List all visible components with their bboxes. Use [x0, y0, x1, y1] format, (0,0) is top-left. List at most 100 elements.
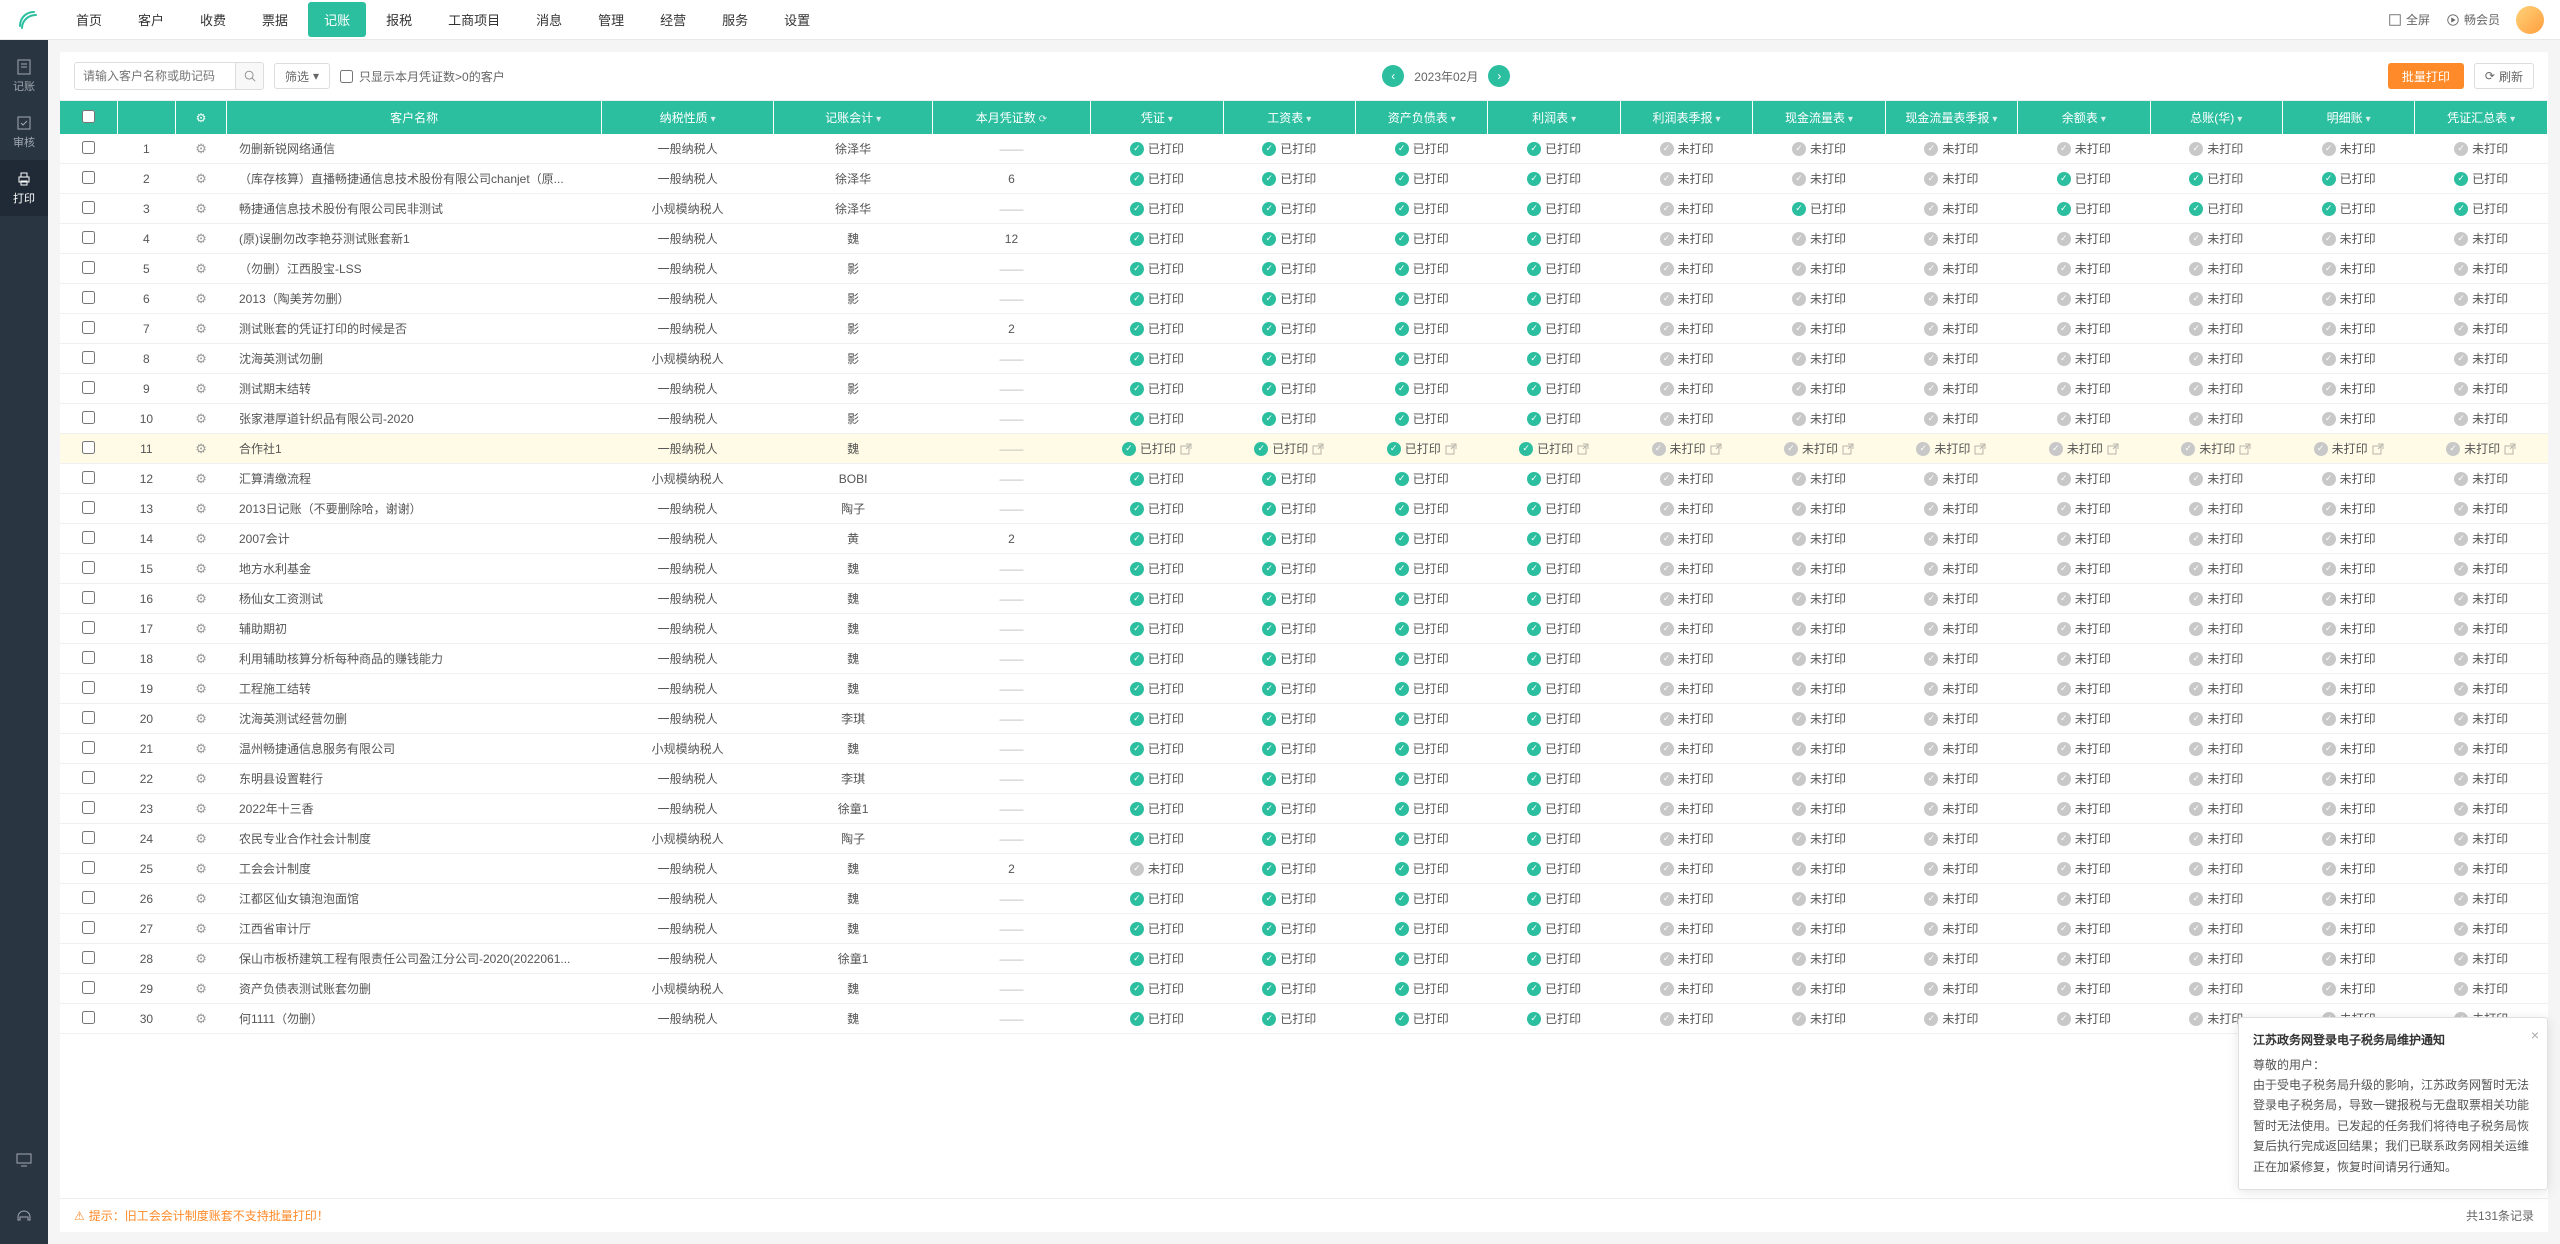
col-header-count[interactable]: 本月凭证数⟳	[932, 101, 1090, 134]
col-header-s9[interactable]: 明细账▾	[2282, 101, 2414, 134]
row-gear-icon[interactable]: ⚙	[195, 891, 207, 906]
row-status-0[interactable]: ✓已打印	[1091, 494, 1223, 524]
row-status-4[interactable]: ✓未打印	[1620, 914, 1752, 944]
row-status-7[interactable]: ✓已打印	[2018, 164, 2150, 194]
row-status-2[interactable]: ✓已打印	[1356, 704, 1488, 734]
row-status-6[interactable]: ✓未打印	[1885, 584, 2017, 614]
row-checkbox[interactable]	[82, 351, 95, 364]
row-status-2[interactable]: ✓已打印	[1356, 464, 1488, 494]
row-status-8[interactable]: ✓未打印	[2150, 884, 2282, 914]
row-status-4[interactable]: ✓未打印	[1620, 524, 1752, 554]
row-status-2[interactable]: ✓已打印	[1356, 254, 1488, 284]
row-status-0[interactable]: ✓已打印	[1091, 404, 1223, 434]
col-header-s1[interactable]: 工资表▾	[1223, 101, 1355, 134]
row-status-5[interactable]: ✓未打印	[1753, 464, 1885, 494]
row-status-9[interactable]: ✓未打印	[2282, 614, 2414, 644]
row-status-7[interactable]: ✓未打印	[2018, 314, 2150, 344]
row-gear-icon[interactable]: ⚙	[195, 861, 207, 876]
topnav-item-5[interactable]: 报税	[370, 2, 428, 37]
row-status-4[interactable]: ✓未打印	[1620, 464, 1752, 494]
member-button[interactable]: 畅会员	[2446, 11, 2500, 28]
row-status-6[interactable]: ✓未打印	[1885, 404, 2017, 434]
row-status-8[interactable]: ✓未打印	[2150, 854, 2282, 884]
row-status-10[interactable]: ✓未打印	[2415, 704, 2548, 734]
col-header-chk[interactable]	[60, 101, 118, 134]
row-status-1[interactable]: ✓已打印	[1223, 464, 1355, 494]
row-status-4[interactable]: ✓未打印	[1620, 494, 1752, 524]
row-status-6[interactable]: ✓未打印	[1885, 314, 2017, 344]
topnav-item-7[interactable]: 消息	[520, 2, 578, 37]
row-status-6[interactable]: ✓未打印	[1885, 284, 2017, 314]
filter-button[interactable]: 筛选 ▾	[274, 63, 330, 89]
row-status-3[interactable]: ✓已打印	[1488, 704, 1620, 734]
row-gear-icon[interactable]: ⚙	[195, 141, 207, 156]
col-header-s3[interactable]: 利润表▾	[1488, 101, 1620, 134]
row-status-4[interactable]: ✓未打印	[1620, 854, 1752, 884]
row-status-5[interactable]: ✓未打印	[1753, 314, 1885, 344]
row-status-6[interactable]: ✓未打印	[1885, 674, 2017, 704]
row-checkbox[interactable]	[82, 471, 95, 484]
row-checkbox[interactable]	[82, 411, 95, 424]
table-row[interactable]: 10⚙张家港厚道针织品有限公司-2020一般纳税人影——✓已打印✓已打印✓已打印…	[60, 404, 2548, 434]
row-status-3[interactable]: ✓已打印	[1488, 194, 1620, 224]
row-status-8[interactable]: ✓未打印	[2150, 224, 2282, 254]
row-status-10[interactable]: ✓未打印	[2415, 824, 2548, 854]
row-status-6[interactable]: ✓未打印	[1885, 224, 2017, 254]
col-header-s0[interactable]: 凭证▾	[1091, 101, 1223, 134]
row-status-2[interactable]: ✓已打印	[1356, 854, 1488, 884]
row-status-4[interactable]: ✓未打印	[1620, 704, 1752, 734]
row-status-9[interactable]: ✓未打印	[2282, 254, 2414, 284]
row-status-4[interactable]: ✓未打印	[1620, 884, 1752, 914]
row-status-9[interactable]: ✓未打印	[2282, 854, 2414, 884]
row-status-1[interactable]: ✓已打印	[1223, 794, 1355, 824]
row-status-9[interactable]: ✓未打印	[2282, 914, 2414, 944]
row-status-1[interactable]: ✓已打印	[1223, 554, 1355, 584]
row-checkbox[interactable]	[82, 531, 95, 544]
row-status-5[interactable]: ✓未打印	[1753, 974, 1885, 1004]
row-status-8[interactable]: ✓未打印	[2150, 404, 2282, 434]
row-status-9[interactable]: ✓未打印	[2282, 584, 2414, 614]
row-status-7[interactable]: ✓未打印	[2018, 344, 2150, 374]
table-row[interactable]: 1⚙勿删新锐网络通信一般纳税人徐泽华——✓已打印✓已打印✓已打印✓已打印✓未打印…	[60, 134, 2548, 164]
row-status-7[interactable]: ✓未打印	[2018, 974, 2150, 1004]
row-checkbox[interactable]	[82, 981, 95, 994]
row-gear-icon[interactable]: ⚙	[195, 201, 207, 216]
table-row[interactable]: 6⚙2013（陶美芳勿删）一般纳税人影——✓已打印✓已打印✓已打印✓已打印✓未打…	[60, 284, 2548, 314]
row-status-4[interactable]: ✓未打印	[1620, 134, 1752, 164]
row-status-1[interactable]: ✓已打印	[1223, 404, 1355, 434]
sidebar-item-记账[interactable]: 记账	[0, 48, 48, 104]
row-status-0[interactable]: ✓已打印	[1091, 344, 1223, 374]
row-gear-icon[interactable]: ⚙	[195, 621, 207, 636]
row-status-5[interactable]: ✓未打印	[1753, 164, 1885, 194]
row-status-3[interactable]: ✓已打印	[1488, 1004, 1620, 1034]
row-status-0[interactable]: ✓已打印	[1091, 374, 1223, 404]
row-status-8[interactable]: ✓未打印	[2150, 134, 2282, 164]
row-status-5[interactable]: ✓未打印	[1753, 254, 1885, 284]
row-status-5[interactable]: ✓未打印	[1753, 644, 1885, 674]
row-status-2[interactable]: ✓已打印	[1356, 584, 1488, 614]
only-month-checkbox-input[interactable]	[340, 70, 353, 83]
row-checkbox[interactable]	[82, 951, 95, 964]
col-header-s10[interactable]: 凭证汇总表▾	[2415, 101, 2548, 134]
row-gear-icon[interactable]: ⚙	[195, 591, 207, 606]
row-status-2[interactable]: ✓已打印	[1356, 794, 1488, 824]
row-status-6[interactable]: ✓未打印	[1885, 944, 2017, 974]
col-header-seq[interactable]	[118, 101, 176, 134]
row-status-0[interactable]: ✓已打印	[1091, 314, 1223, 344]
row-status-8[interactable]: ✓未打印	[2150, 674, 2282, 704]
row-status-10[interactable]: ✓未打印	[2415, 404, 2548, 434]
row-status-10[interactable]: ✓未打印	[2415, 914, 2548, 944]
table-row[interactable]: 3⚙畅捷通信息技术股份有限公司民非测试小规模纳税人徐泽华——✓已打印✓已打印✓已…	[60, 194, 2548, 224]
table-row[interactable]: 17⚙辅助期初一般纳税人魏——✓已打印✓已打印✓已打印✓已打印✓未打印✓未打印✓…	[60, 614, 2548, 644]
row-status-4[interactable]: ✓未打印	[1620, 974, 1752, 1004]
row-status-4[interactable]: ✓未打印	[1620, 584, 1752, 614]
table-row[interactable]: 4⚙(原)误删勿改李艳芬测试账套新1一般纳税人魏12✓已打印✓已打印✓已打印✓已…	[60, 224, 2548, 254]
row-status-10[interactable]: ✓未打印	[2415, 524, 2548, 554]
row-status-3[interactable]: ✓已打印	[1488, 824, 1620, 854]
table-row[interactable]: 24⚙农民专业合作社会计制度小规模纳税人陶子——✓已打印✓已打印✓已打印✓已打印…	[60, 824, 2548, 854]
row-status-0[interactable]: ✓已打印	[1091, 224, 1223, 254]
row-status-4[interactable]: ✓未打印	[1620, 1004, 1752, 1034]
row-status-6[interactable]: ✓未打印	[1885, 1004, 2017, 1034]
row-gear-icon[interactable]: ⚙	[195, 651, 207, 666]
row-status-8[interactable]: ✓未打印	[2150, 734, 2282, 764]
